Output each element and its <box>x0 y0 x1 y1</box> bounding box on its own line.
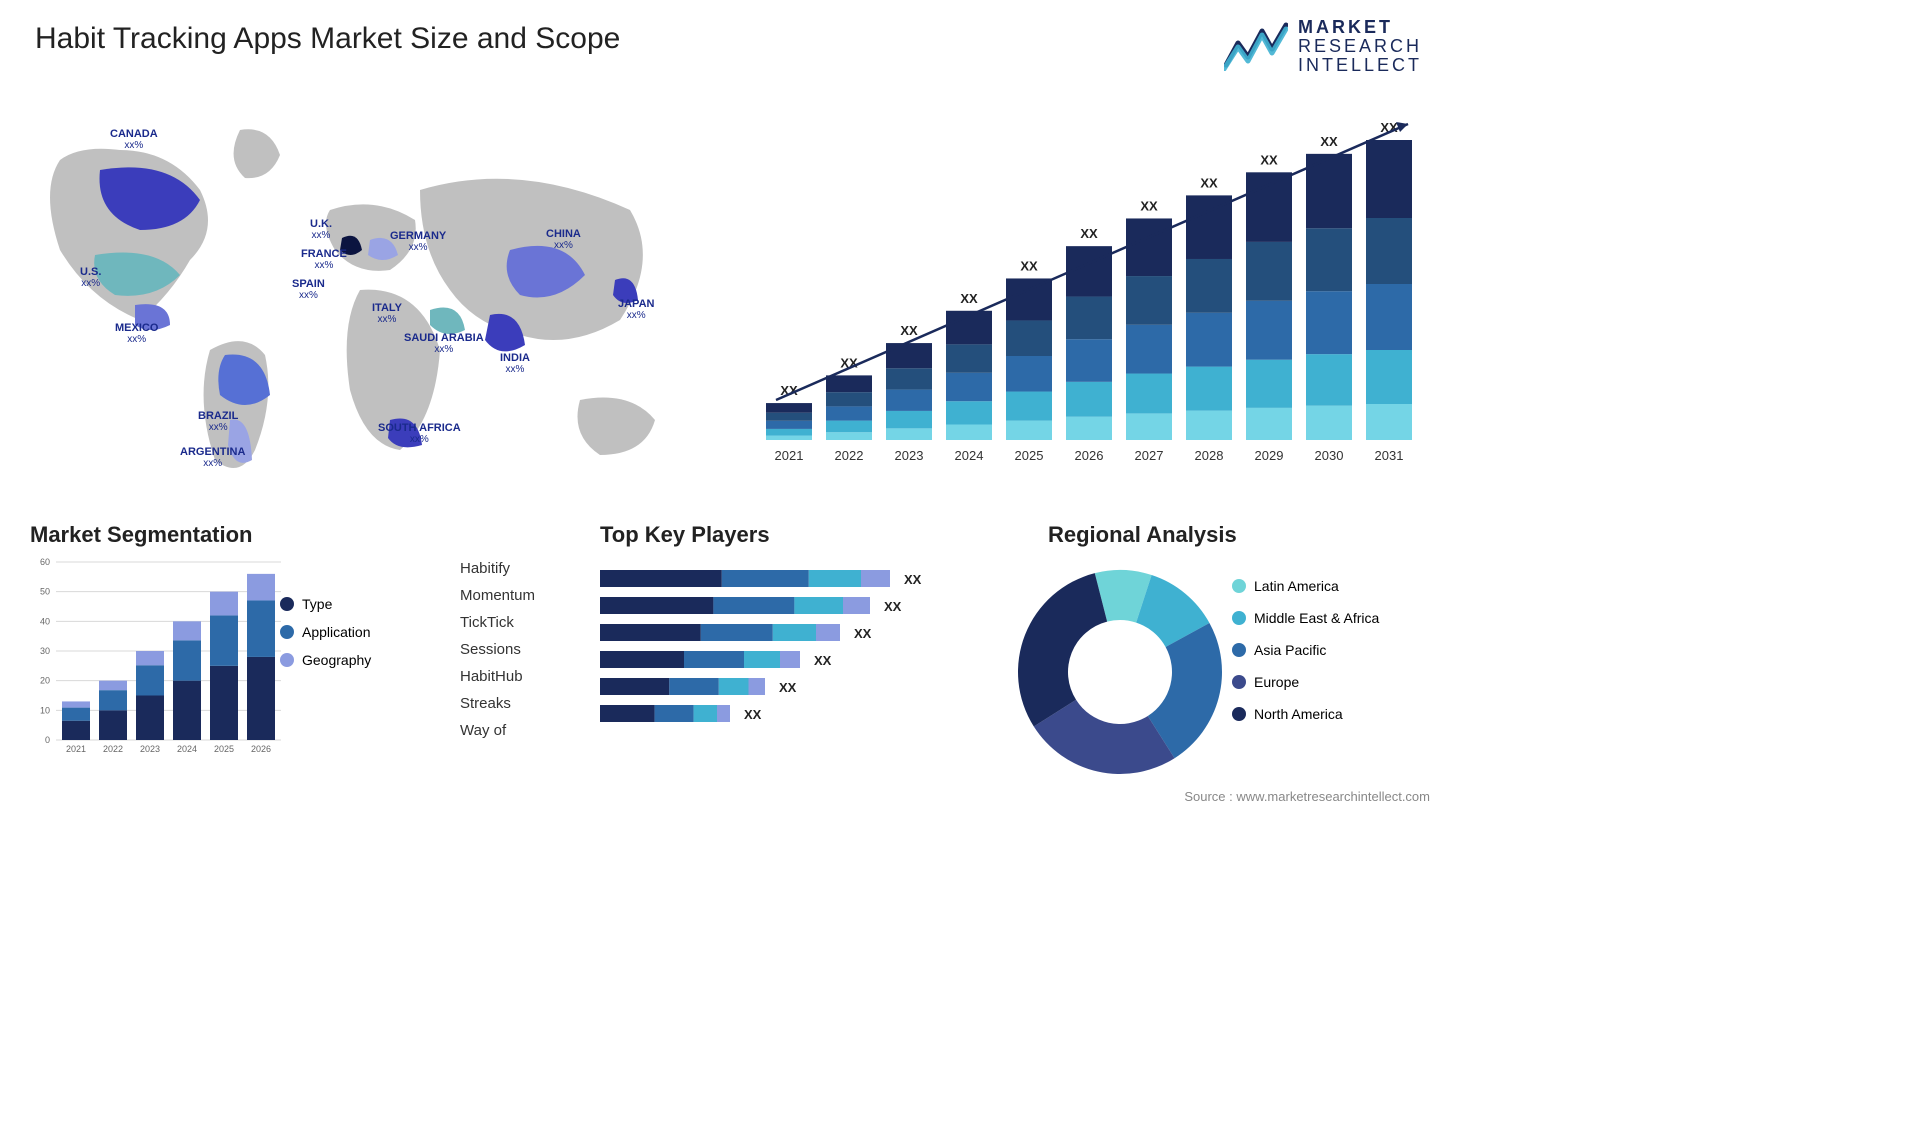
svg-text:XX: XX <box>900 323 918 338</box>
svg-text:XX: XX <box>904 572 922 587</box>
source-note: Source : www.marketresearchintellect.com <box>1184 789 1430 804</box>
map-label: SAUDI ARABIAxx% <box>404 332 484 355</box>
svg-text:XX: XX <box>960 291 978 306</box>
world-map: CANADAxx% U.S.xx% MEXICOxx% BRAZILxx% ARGENT… <box>20 100 720 480</box>
legend-swatch-icon <box>1232 707 1246 721</box>
brand-mark-icon <box>1224 21 1288 71</box>
svg-text:2022: 2022 <box>103 744 123 754</box>
svg-text:20: 20 <box>40 676 50 686</box>
legend-swatch-icon <box>280 597 294 611</box>
svg-text:2030: 2030 <box>1315 448 1344 463</box>
svg-text:2023: 2023 <box>895 448 924 463</box>
svg-text:XX: XX <box>884 599 902 614</box>
legend-label: Application <box>302 618 371 646</box>
svg-text:2024: 2024 <box>955 448 984 463</box>
svg-text:2028: 2028 <box>1195 448 1224 463</box>
svg-text:50: 50 <box>40 587 50 597</box>
svg-text:60: 60 <box>40 557 50 567</box>
map-label: BRAZILxx% <box>198 410 238 433</box>
legend-item: Type <box>280 590 371 618</box>
legend-item: Middle East & Africa <box>1232 602 1379 634</box>
legend-item: Application <box>280 618 371 646</box>
segmentation-legend: TypeApplicationGeography <box>280 590 371 674</box>
map-label: ITALYxx% <box>372 302 402 325</box>
map-label: SPAINxx% <box>292 278 325 301</box>
legend-item: Europe <box>1232 666 1379 698</box>
svg-text:2025: 2025 <box>1015 448 1044 463</box>
map-label: JAPANxx% <box>618 298 654 321</box>
legend-label: Geography <box>302 646 371 674</box>
legend-label: Europe <box>1254 666 1299 698</box>
legend-swatch-icon <box>1232 675 1246 689</box>
brand-line-2: RESEARCH <box>1298 37 1422 56</box>
map-label: CHINAxx% <box>546 228 581 251</box>
brand-line-3: INTELLECT <box>1298 56 1422 75</box>
map-label: U.S.xx% <box>80 266 101 289</box>
map-label: U.K.xx% <box>310 218 332 241</box>
legend-swatch-icon <box>280 625 294 639</box>
page-title: Habit Tracking Apps Market Size and Scop… <box>35 22 620 56</box>
svg-text:2021: 2021 <box>775 448 804 463</box>
svg-text:XX: XX <box>1320 134 1338 149</box>
legend-label: Latin America <box>1254 570 1339 602</box>
svg-text:XX: XX <box>1260 152 1278 167</box>
svg-text:2029: 2029 <box>1255 448 1284 463</box>
segmentation-panel: Market Segmentation 0 10 20 30 40 50 60 2021 202… <box>30 522 450 781</box>
legend-item: Geography <box>280 646 371 674</box>
svg-text:2022: 2022 <box>835 448 864 463</box>
svg-text:10: 10 <box>40 705 50 715</box>
svg-text:XX: XX <box>854 626 872 641</box>
map-label: FRANCExx% <box>301 248 347 271</box>
svg-text:2024: 2024 <box>177 744 197 754</box>
map-label: GERMANYxx% <box>390 230 446 253</box>
legend-label: Middle East & Africa <box>1254 602 1379 634</box>
svg-text:0: 0 <box>45 735 50 745</box>
legend-swatch-icon <box>1232 643 1246 657</box>
svg-text:2027: 2027 <box>1135 448 1164 463</box>
svg-text:XX: XX <box>779 680 797 695</box>
legend-label: Type <box>302 590 332 618</box>
svg-text:XX: XX <box>814 653 832 668</box>
brand-logo: MARKET RESEARCH INTELLECT <box>1224 18 1422 75</box>
legend-label: North America <box>1254 698 1343 730</box>
map-label: MEXICOxx% <box>115 322 158 345</box>
svg-text:2025: 2025 <box>214 744 234 754</box>
svg-text:XX: XX <box>744 707 762 722</box>
svg-text:XX: XX <box>1140 198 1158 213</box>
legend-swatch-icon <box>1232 579 1246 593</box>
svg-text:2023: 2023 <box>140 744 160 754</box>
brand-line-1: MARKET <box>1298 18 1422 37</box>
map-label: CANADAxx% <box>110 128 158 151</box>
legend-label: Asia Pacific <box>1254 634 1326 666</box>
svg-text:40: 40 <box>40 616 50 626</box>
legend-swatch-icon <box>280 653 294 667</box>
key-players-panel: Top Key Players XXXXXXXXXXXX <box>460 522 1000 769</box>
svg-text:XX: XX <box>1080 226 1098 241</box>
regional-legend: Latin AmericaMiddle East & AfricaAsia Pa… <box>1232 570 1379 730</box>
svg-text:2026: 2026 <box>251 744 271 754</box>
svg-text:XX: XX <box>1200 175 1218 190</box>
legend-item: Latin America <box>1232 570 1379 602</box>
svg-text:30: 30 <box>40 646 50 656</box>
svg-text:XX: XX <box>1020 258 1038 273</box>
legend-item: Asia Pacific <box>1232 634 1379 666</box>
legend-swatch-icon <box>1232 611 1246 625</box>
regional-title: Regional Analysis <box>1048 522 1430 548</box>
segmentation-title: Market Segmentation <box>30 522 450 548</box>
svg-text:2026: 2026 <box>1075 448 1104 463</box>
svg-text:2031: 2031 <box>1375 448 1404 463</box>
map-label: ARGENTINAxx% <box>180 446 245 469</box>
svg-text:2021: 2021 <box>66 744 86 754</box>
key-players-title: Top Key Players <box>600 522 1000 548</box>
legend-item: North America <box>1232 698 1379 730</box>
map-label: INDIAxx% <box>500 352 530 375</box>
map-label: SOUTH AFRICAxx% <box>378 422 461 445</box>
growth-bar-chart: XX 2021 XX 2022 XX 2023 XX 2024 XX 2025 XX 2026 XX 20… <box>750 100 1430 480</box>
